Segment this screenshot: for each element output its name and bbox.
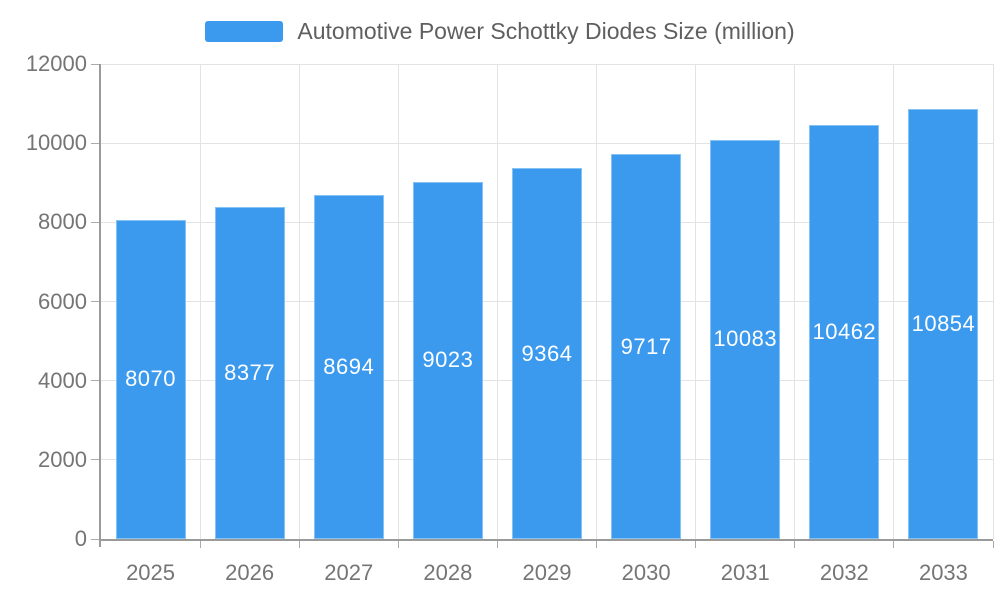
- x-axis-label: 2026: [225, 560, 275, 585]
- y-axis-label: 12000: [25, 51, 87, 76]
- y-axis-label: 4000: [38, 367, 87, 393]
- bar[interactable]: 10083: [710, 139, 781, 539]
- bar[interactable]: 10854: [908, 109, 979, 539]
- x-tick: [397, 541, 399, 548]
- bar-value-label: 8694: [323, 353, 375, 379]
- bar[interactable]: 8070: [115, 219, 186, 539]
- y-tick: [91, 301, 99, 302]
- y-axis-label: 2000: [38, 446, 87, 472]
- legend-label: Automotive Power Schottky Diodes Size (m…: [297, 18, 795, 44]
- y-tick: [91, 538, 99, 540]
- y-axis-label: 0: [74, 526, 87, 551]
- x-axis-line: [99, 539, 993, 541]
- legend-swatch: [205, 20, 284, 42]
- x-tick: [695, 541, 697, 548]
- x-tick: [496, 541, 498, 548]
- y-tick: [91, 63, 99, 65]
- gridline-v: [992, 64, 994, 539]
- bar-value-label: 9023: [422, 347, 474, 373]
- bar-value-label: 10462: [812, 318, 877, 344]
- x-axis-label: 2025: [126, 560, 176, 585]
- x-tick: [596, 541, 598, 548]
- bar[interactable]: 9023: [412, 181, 483, 539]
- x-axis-label: 2027: [324, 560, 374, 585]
- bar-value-label: 8377: [224, 360, 276, 386]
- gridline-v: [893, 64, 895, 539]
- bar[interactable]: 8694: [313, 194, 384, 539]
- gridline-v: [794, 64, 796, 539]
- x-tick: [992, 541, 994, 548]
- bar[interactable]: 10462: [809, 124, 880, 539]
- bar[interactable]: 9364: [512, 168, 582, 539]
- x-tick: [794, 541, 796, 548]
- y-tick: [91, 380, 99, 382]
- legend-item[interactable]: Automotive Power Schottky Diodes Size (m…: [0, 18, 1000, 44]
- y-axis-label: 8000: [38, 209, 87, 235]
- y-tick: [91, 142, 99, 144]
- x-tick: [298, 541, 300, 548]
- gridline-v: [397, 64, 399, 539]
- gridline-v: [298, 64, 300, 539]
- bar-value-label: 9364: [521, 340, 573, 366]
- bar-value-label: 10854: [911, 311, 976, 337]
- x-axis-label: 2033: [918, 560, 968, 585]
- bar[interactable]: 8377: [214, 207, 285, 539]
- y-tick: [91, 221, 99, 223]
- x-axis-label: 2029: [522, 560, 572, 585]
- bar-value-label: 9717: [620, 333, 672, 359]
- gridline-v: [596, 64, 598, 539]
- x-axis-label: 2032: [819, 560, 869, 585]
- x-axis-label: 2030: [621, 560, 671, 585]
- gridline-h: [101, 63, 993, 65]
- x-tick: [199, 541, 201, 548]
- gridline-v: [496, 64, 498, 539]
- bar-value-label: 10083: [713, 326, 778, 352]
- x-tick: [893, 541, 895, 548]
- x-axis-label: 2031: [720, 560, 770, 585]
- y-axis-label: 10000: [25, 130, 87, 156]
- x-axis-label: 2028: [423, 560, 473, 585]
- gridline-v: [199, 64, 201, 539]
- y-axis-line: [99, 64, 101, 547]
- bar[interactable]: 9717: [611, 154, 682, 539]
- bar-value-label: 8070: [125, 366, 177, 392]
- gridline-h: [101, 142, 993, 144]
- y-tick: [91, 459, 99, 461]
- gridline-v: [695, 64, 697, 539]
- y-axis-label: 6000: [38, 288, 87, 314]
